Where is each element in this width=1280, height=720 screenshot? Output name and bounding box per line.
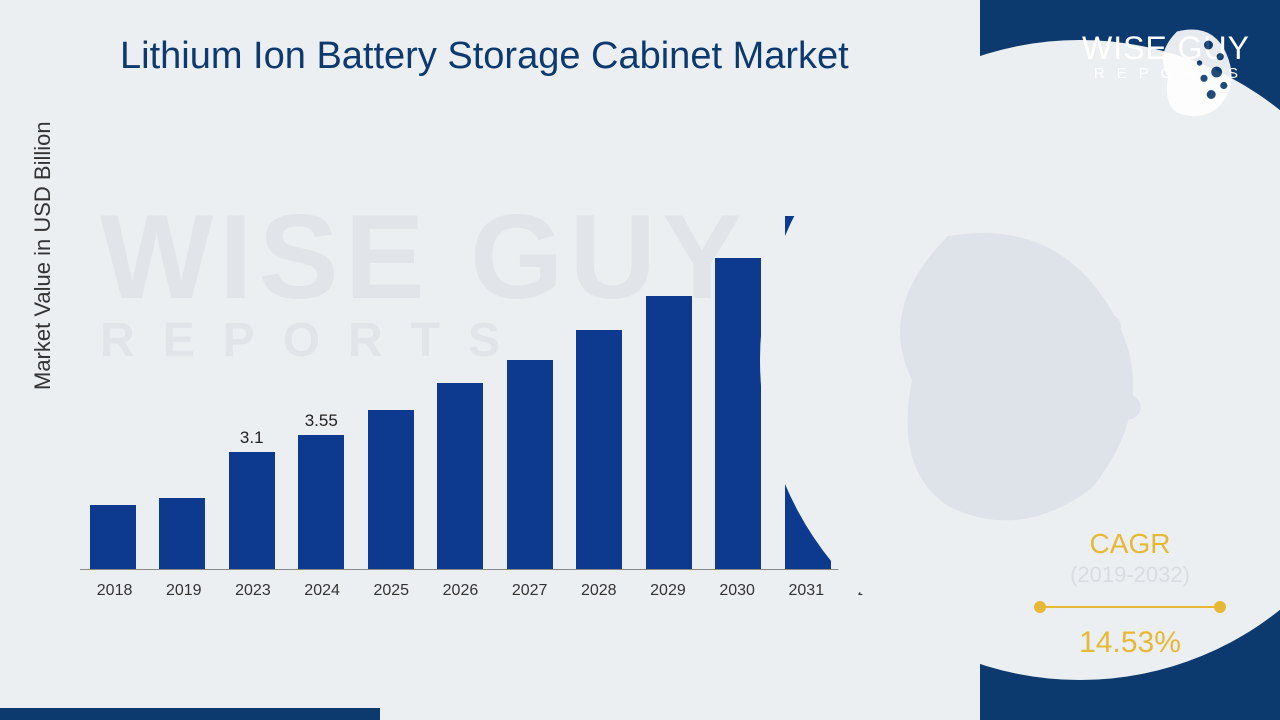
x-axis-label: 2026 <box>426 582 495 600</box>
bottom-accent-bar <box>0 708 380 720</box>
bar-value-label: 3.1 <box>240 428 264 448</box>
bar-value-label: 3.55 <box>305 411 338 431</box>
chart-baseline <box>80 569 910 570</box>
cagr-value: 14.53% <box>1020 626 1240 660</box>
logo-head-icon <box>1150 22 1240 122</box>
bar <box>646 296 692 570</box>
bar: 3.55 <box>298 435 344 570</box>
bar-wrapper: 3.55 <box>289 435 355 570</box>
bar-wrapper <box>636 296 702 570</box>
x-axis-label: 2028 <box>564 582 633 600</box>
bar <box>159 498 205 570</box>
bar-wrapper <box>358 410 424 570</box>
x-axis-label: 2018 <box>80 582 149 600</box>
x-axis-labels: 2018201920232024202520262027202820292030… <box>80 582 910 600</box>
bar-wrapper <box>497 360 563 570</box>
bar <box>507 360 553 570</box>
chart-title: Lithium Ion Battery Storage Cabinet Mark… <box>120 35 849 79</box>
bar <box>576 330 622 570</box>
bar-wrapper <box>428 383 494 570</box>
bar-wrapper <box>567 330 633 570</box>
x-axis-label: 2019 <box>149 582 218 600</box>
cagr-title: CAGR <box>1020 528 1240 560</box>
x-axis-label: 2027 <box>495 582 564 600</box>
x-axis-label: 2030 <box>703 582 772 600</box>
bar <box>368 410 414 570</box>
y-axis-label: Market Value in USD Billion <box>30 121 56 390</box>
cagr-block: CAGR (2019-2032) 14.53% <box>1020 528 1240 660</box>
bar: 3.1 <box>229 452 275 570</box>
watermark-head-icon <box>840 200 1200 560</box>
bar-wrapper <box>706 258 772 570</box>
x-axis-label: 2025 <box>357 582 426 600</box>
x-axis-label: 2031 <box>772 582 841 600</box>
x-axis-label: 2023 <box>218 582 287 600</box>
x-axis-label: 2024 <box>288 582 357 600</box>
x-axis-label: 2029 <box>633 582 702 600</box>
bar-wrapper <box>80 505 146 570</box>
cagr-period: (2019-2032) <box>1020 562 1240 588</box>
bar-wrapper <box>150 498 216 570</box>
bar <box>90 505 136 570</box>
bar <box>437 383 483 570</box>
cagr-divider <box>1040 606 1220 608</box>
bar <box>715 258 761 570</box>
bar-wrapper: 3.1 <box>219 452 285 570</box>
